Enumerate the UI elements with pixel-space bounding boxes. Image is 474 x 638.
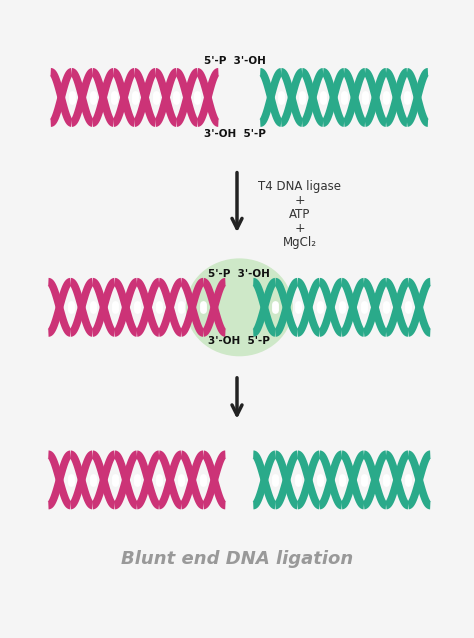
Text: 3'-OH  5'-P: 3'-OH 5'-P bbox=[204, 129, 265, 139]
Text: 3'-OH  5'-P: 3'-OH 5'-P bbox=[209, 336, 270, 346]
Text: 5'-P  3'-OH: 5'-P 3'-OH bbox=[209, 269, 270, 279]
Text: T4 DNA ligase: T4 DNA ligase bbox=[258, 179, 341, 193]
Ellipse shape bbox=[186, 258, 293, 356]
Text: +: + bbox=[294, 195, 305, 207]
Text: 5'-P  3'-OH: 5'-P 3'-OH bbox=[204, 56, 265, 66]
Text: Blunt end DNA ligation: Blunt end DNA ligation bbox=[121, 550, 353, 568]
Text: ATP: ATP bbox=[289, 207, 310, 221]
Text: +: + bbox=[294, 221, 305, 235]
Text: MgCl₂: MgCl₂ bbox=[283, 235, 317, 249]
